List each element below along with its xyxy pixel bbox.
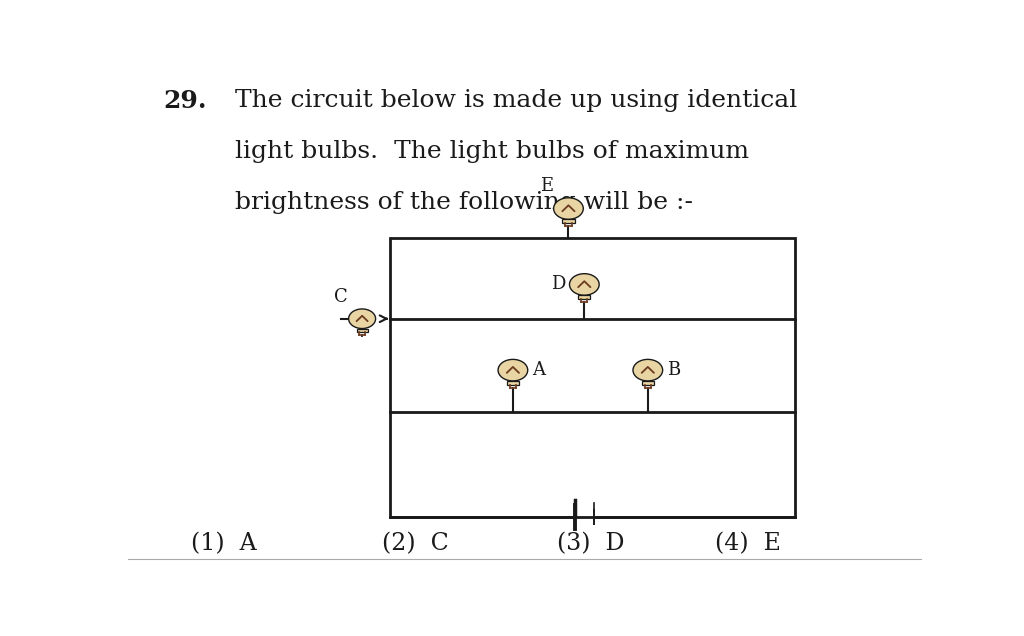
- Bar: [562, 219, 574, 223]
- Text: B: B: [667, 361, 680, 379]
- Ellipse shape: [348, 309, 376, 329]
- Text: D: D: [551, 275, 565, 293]
- Ellipse shape: [498, 359, 527, 381]
- Text: light bulbs.  The light bulbs of maximum: light bulbs. The light bulbs of maximum: [236, 140, 750, 163]
- Text: (3)  D: (3) D: [557, 532, 624, 555]
- Text: C: C: [334, 288, 348, 306]
- Text: E: E: [540, 177, 553, 195]
- Text: The circuit below is made up using identical: The circuit below is made up using ident…: [236, 88, 798, 111]
- Text: A: A: [532, 361, 545, 379]
- Bar: [507, 381, 519, 385]
- Text: (1)  A: (1) A: [191, 532, 257, 555]
- Text: brightness of the following will be :-: brightness of the following will be :-: [236, 191, 693, 214]
- Text: 29.: 29.: [164, 88, 207, 113]
- Ellipse shape: [554, 198, 584, 219]
- Bar: [579, 295, 591, 299]
- Text: (2)  C: (2) C: [382, 532, 449, 555]
- Text: (4)  E: (4) E: [715, 532, 781, 555]
- Bar: [356, 329, 368, 332]
- Ellipse shape: [569, 273, 599, 295]
- Ellipse shape: [633, 359, 663, 381]
- Bar: [642, 381, 654, 385]
- Bar: [390, 238, 795, 517]
